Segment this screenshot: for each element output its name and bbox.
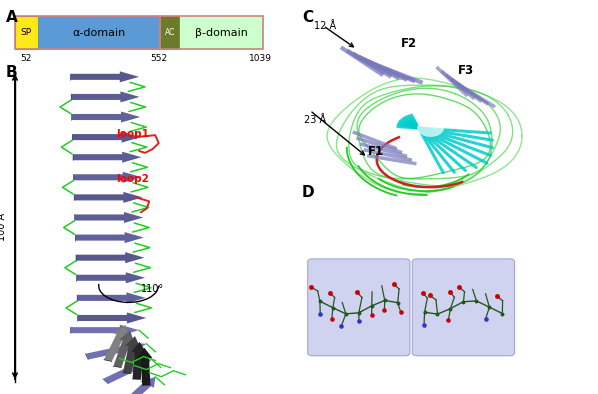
- FancyBboxPatch shape: [413, 259, 514, 356]
- Polygon shape: [78, 312, 146, 323]
- Text: A: A: [6, 10, 18, 25]
- Text: 110°: 110°: [141, 284, 164, 294]
- Text: 100 Å: 100 Å: [0, 212, 7, 241]
- Text: F3: F3: [457, 65, 474, 77]
- Polygon shape: [104, 325, 127, 361]
- Polygon shape: [71, 325, 139, 336]
- FancyBboxPatch shape: [307, 259, 410, 356]
- Text: B: B: [6, 65, 17, 80]
- Bar: [38, 16, 160, 49]
- Text: 52: 52: [20, 54, 32, 63]
- Bar: [15, 16, 38, 49]
- Text: D: D: [302, 185, 315, 200]
- Text: 552: 552: [150, 54, 167, 63]
- Text: C: C: [302, 10, 313, 25]
- Text: β-domain: β-domain: [195, 28, 248, 37]
- Bar: [160, 16, 179, 49]
- Polygon shape: [74, 192, 142, 203]
- Text: F2: F2: [401, 37, 417, 50]
- Bar: [160, 16, 263, 49]
- Bar: [179, 16, 263, 49]
- Polygon shape: [138, 348, 152, 385]
- Text: α-domain: α-domain: [72, 28, 126, 37]
- Polygon shape: [72, 132, 141, 143]
- Text: 1039: 1039: [249, 54, 271, 63]
- Polygon shape: [114, 331, 134, 368]
- Text: SP: SP: [21, 28, 32, 37]
- Text: loop2: loop2: [117, 174, 150, 184]
- Polygon shape: [123, 336, 140, 374]
- Text: 12 Å: 12 Å: [314, 20, 336, 31]
- Polygon shape: [103, 359, 151, 384]
- Polygon shape: [71, 91, 139, 102]
- Text: F1: F1: [368, 145, 384, 158]
- Polygon shape: [75, 252, 145, 263]
- Polygon shape: [74, 212, 144, 223]
- Text: AC: AC: [164, 28, 175, 37]
- Polygon shape: [75, 232, 144, 243]
- Bar: [15, 16, 160, 49]
- Polygon shape: [132, 342, 147, 379]
- Polygon shape: [86, 342, 147, 360]
- Polygon shape: [77, 292, 146, 303]
- Polygon shape: [72, 112, 140, 123]
- Polygon shape: [73, 172, 142, 183]
- Text: 23 Å: 23 Å: [304, 115, 326, 125]
- Polygon shape: [71, 71, 139, 82]
- Polygon shape: [77, 272, 145, 283]
- Text: loop1: loop1: [117, 129, 150, 139]
- Polygon shape: [73, 152, 141, 163]
- Ellipse shape: [417, 119, 444, 137]
- Polygon shape: [122, 377, 155, 394]
